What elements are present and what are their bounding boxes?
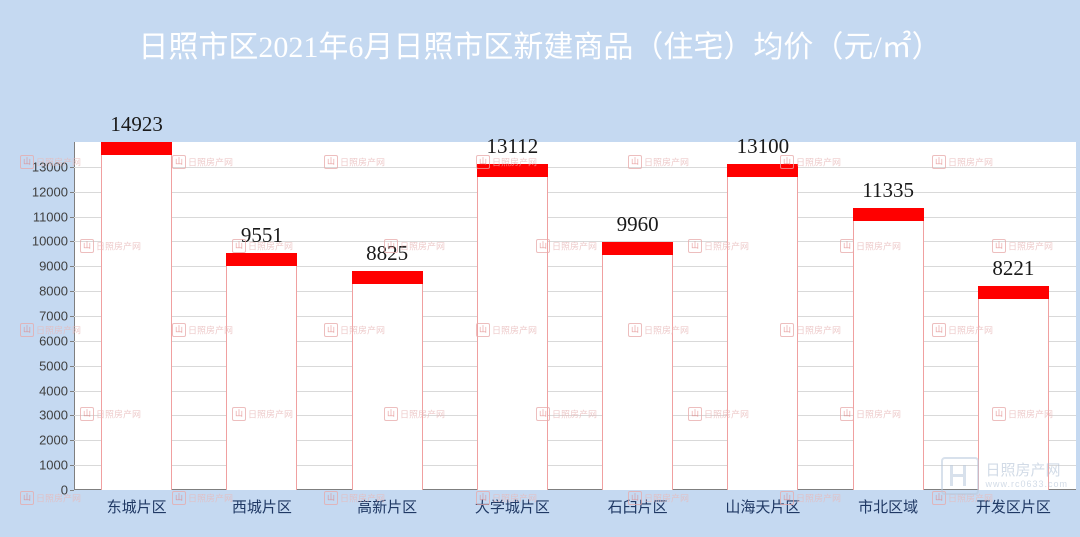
bar: 11335 [852, 178, 924, 490]
bar-value-label: 14923 [110, 112, 163, 136]
gridline [74, 191, 1076, 193]
chart-title: 日照市区2021年6月日照市区新建商品（住宅）均价（元/㎡） [138, 31, 942, 64]
y-axis-tick-label: 0 [60, 482, 68, 498]
bar-top-cap [727, 164, 799, 178]
bar: 8825 [351, 241, 423, 490]
x-axis-category-label: 山海天片区 [725, 499, 801, 516]
logo-subtext: www.rc0633.com [985, 478, 1068, 489]
bar-value-label: 8221 [992, 255, 1035, 280]
y-axis-tick-mark [70, 365, 74, 367]
bar-value-label: 13112 [486, 134, 539, 159]
x-axis-category-label: 开发区片区 [975, 499, 1051, 516]
bar-value-label: 11335 [862, 178, 914, 203]
bar: 14923 [101, 112, 173, 490]
y-axis-tick-mark [70, 191, 74, 193]
y-axis-tick-mark [70, 316, 74, 317]
gridline [74, 216, 1076, 218]
y-axis-tick-label: 11000 [32, 209, 68, 225]
watermark: 山日照房产网 [172, 491, 233, 505]
bar-top-cap [476, 164, 548, 178]
bar-top-cap [351, 270, 423, 284]
y-axis-tick-label: 7000 [39, 308, 68, 324]
y-axis-tick-label: 1000 [39, 457, 68, 473]
bar-value-label: 9551 [240, 222, 283, 247]
y-axis-tick-mark [70, 266, 74, 268]
bar-top-cap [852, 208, 924, 222]
y-axis-tick-label: 10000 [31, 233, 68, 249]
bar: 8221 [977, 256, 1049, 490]
x-axis-category-label: 石臼片区 [607, 499, 668, 516]
y-axis-tick-label: 3000 [39, 407, 68, 423]
gridline [74, 440, 1076, 442]
bar: 9551 [226, 223, 298, 490]
y-axis-tick-mark [70, 166, 74, 168]
x-axis-category-label: 大学城片区 [474, 499, 550, 516]
y-axis-tick-mark [70, 340, 74, 342]
y-axis-tick-mark [70, 241, 74, 243]
bar: 13100 [727, 134, 799, 490]
bar: 13112 [476, 134, 548, 490]
bar-top-cap [101, 142, 173, 155]
bar: 9960 [602, 212, 674, 490]
y-axis-tick-mark [70, 440, 74, 442]
gridline [74, 291, 1076, 293]
y-axis-tick-mark [70, 390, 74, 392]
y-axis-tick-label: 4000 [39, 383, 68, 399]
gridline [74, 415, 1076, 417]
y-axis-tick-label: 12000 [31, 184, 68, 200]
x-axis-category-label: 市北区域 [858, 499, 919, 516]
y-axis-tick-label: 8000 [39, 283, 68, 299]
logo-text: 日照房产网 [985, 462, 1061, 480]
y-axis-tick-label: 5000 [39, 358, 68, 374]
y-axis-tick-label: 6000 [39, 333, 68, 349]
y-axis-tick-mark [70, 490, 74, 491]
plot-area: 0 1000 2000 3000 4000 5000 6000 7000 8000 9000 100… [32, 112, 1076, 498]
y-axis-tick-mark [70, 415, 74, 417]
bar-value-label: 9960 [616, 212, 659, 237]
site-logo: 日照房产网 www.rc0633.com [941, 457, 1068, 495]
bar-top-cap [226, 252, 298, 266]
gridline [74, 390, 1076, 392]
y-axis-tick-label: 13000 [31, 159, 68, 175]
y-axis-tick-mark [70, 216, 74, 218]
gridline [74, 166, 1076, 168]
logo-icon [941, 457, 980, 495]
bar-value-label: 13100 [736, 134, 790, 159]
x-axis-category-label: 西城片区 [231, 499, 292, 516]
gridline [74, 266, 1076, 268]
y-axis-tick-mark [70, 465, 74, 467]
gridline [74, 340, 1076, 342]
x-axis-line [74, 489, 1076, 490]
x-axis-category-label: 高新片区 [357, 499, 418, 516]
bar-value-label: 8825 [366, 240, 409, 265]
gridline [74, 365, 1076, 367]
bar-top-cap [977, 285, 1049, 299]
y-axis-tick-label: 9000 [39, 258, 68, 274]
plot-inner: 0 1000 2000 3000 4000 5000 6000 7000 8000 9000 100… [32, 112, 1076, 498]
gridline [74, 465, 1076, 467]
x-axis-category-label: 东城片区 [106, 499, 167, 516]
y-axis-tick-label: 2000 [39, 432, 68, 448]
bar-top-cap [602, 242, 674, 256]
gridline [74, 316, 1076, 317]
y-axis-tick-mark [70, 291, 74, 293]
gridline [74, 241, 1076, 243]
